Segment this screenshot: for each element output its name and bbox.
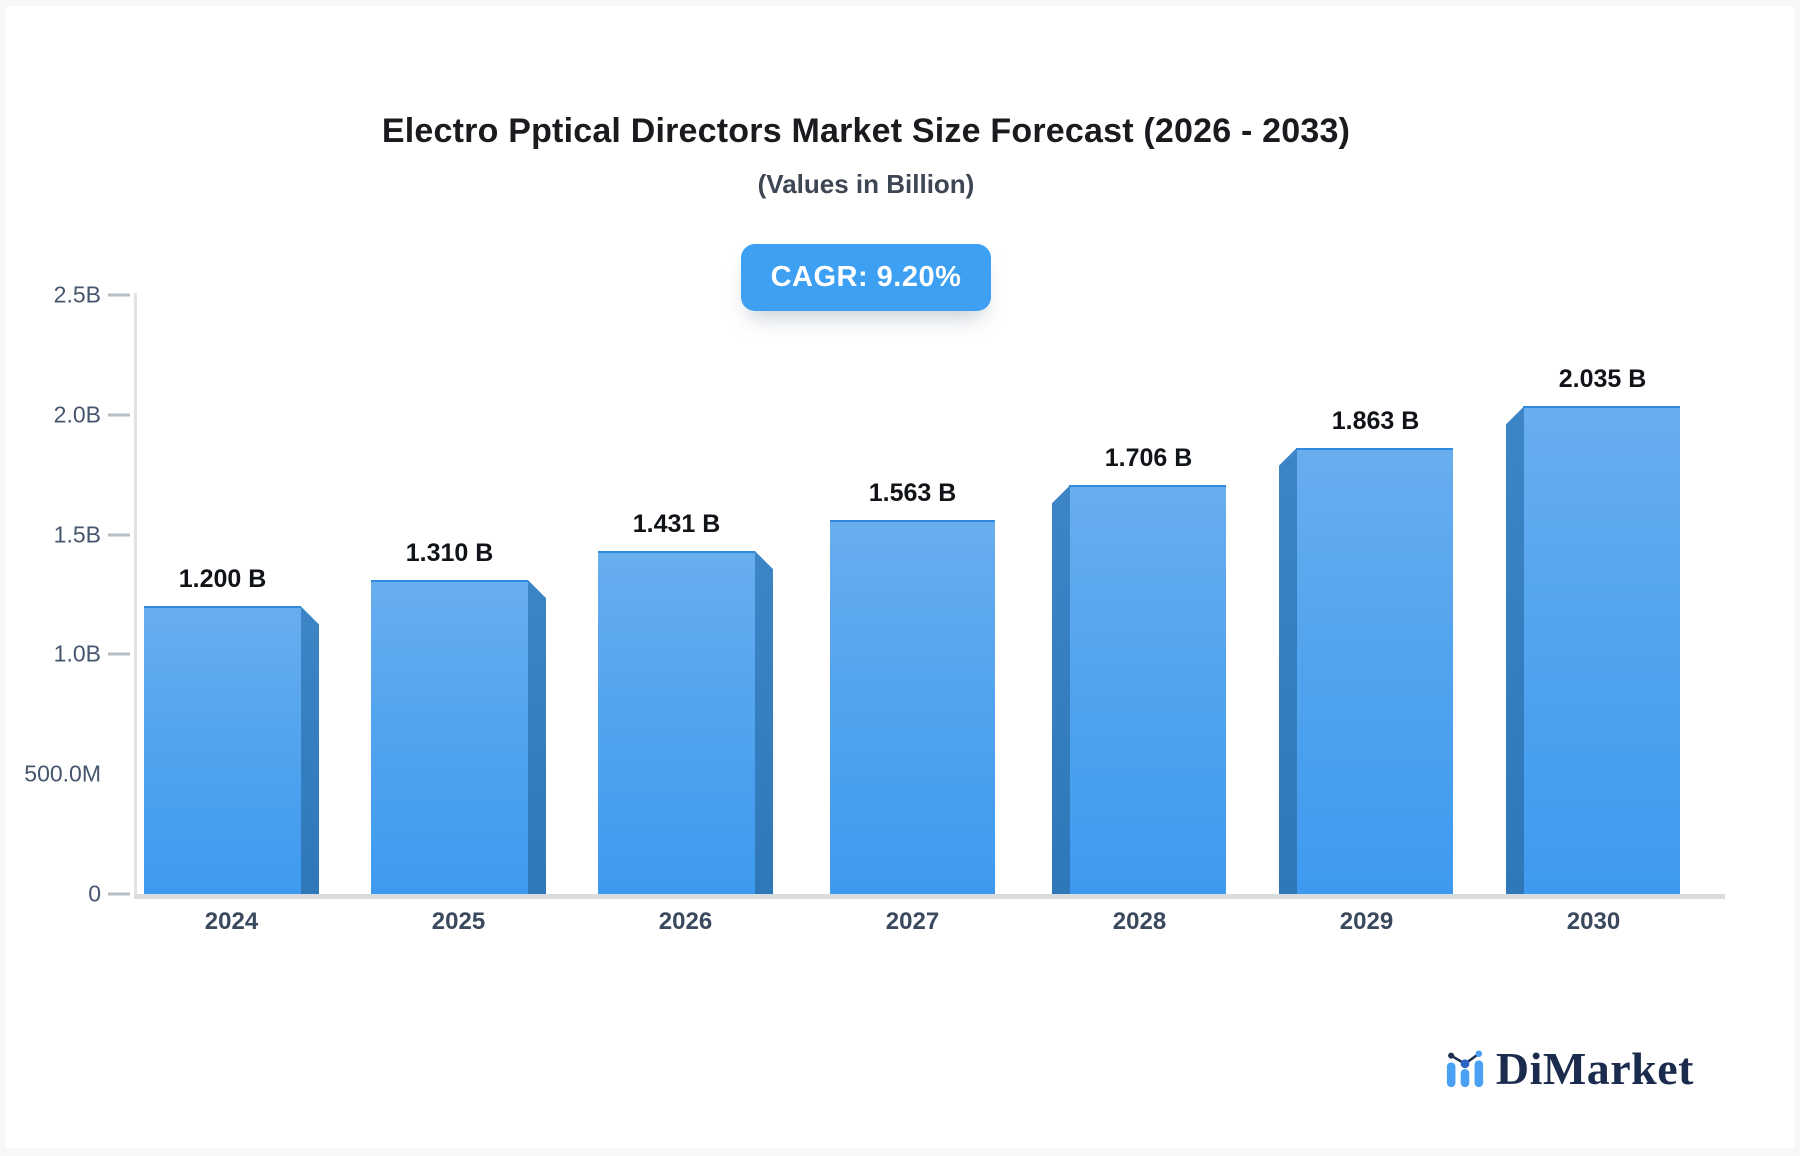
y-tick-mark [108,533,130,537]
bar-side-2029 [1279,447,1297,894]
x-axis-labels: 2024 2025 2026 2027 2028 2029 2030 [118,908,1707,948]
bar-group-2030 [1506,406,1680,894]
y-tick-label: 1.5B [53,521,101,548]
bar-value-label: 1.200 B [178,565,267,594]
y-tick-label: 0 [88,880,101,907]
plot-area: 1.200 B 1.310 B 1.431 B 1.563 B 1.706 B 1.863… [118,295,1707,894]
y-tick-label: 1.0B [53,640,101,667]
bar-2025 [371,580,528,894]
bar-value-label: 1.431 B [632,510,721,539]
bar-group-2024 [144,606,319,894]
y-tick-label: 500.0M [24,760,101,787]
bar-value-label: 2.035 B [1558,365,1647,394]
y-tick-mark [108,892,130,896]
bar-side-2024 [301,606,319,894]
x-axis-label-2027: 2027 [885,908,940,935]
y-tick-label: 2.0B [53,401,101,428]
x-axis-label-2029: 2029 [1339,908,1394,935]
x-axis-label-2030: 2030 [1566,908,1621,935]
bar-2028 [1069,485,1226,894]
bar-value-label: 1.563 B [868,478,957,507]
bar-value-label: 1.706 B [1104,444,1193,473]
bar-side-2026 [755,551,773,894]
chart-title: Electro Pptical Directors Market Size Fo… [381,112,1351,150]
y-tick-mark [108,413,130,417]
chart-header: Electro Pptical Directors Market Size Fo… [6,6,1726,311]
x-axis-label-2024: 2024 [204,908,259,935]
bar-2027 [830,519,995,894]
bar-side-2025 [528,580,546,894]
bar-side-2030 [1506,406,1524,894]
dimarket-bars-logo-icon [1444,1048,1486,1090]
bar-2024 [144,606,301,894]
bar-group-2027 [825,519,999,894]
bar-value-label: 1.310 B [405,539,494,568]
bar-group-2026 [598,551,773,894]
x-axis-baseline [134,894,1725,899]
y-tick-label: 2.5B [53,281,101,308]
chart-card: Electro Pptical Directors Market Size Fo… [6,6,1794,1148]
bar-group-2028 [1052,485,1226,894]
x-axis-label-2026: 2026 [658,908,713,935]
bar-2029 [1296,447,1453,894]
x-axis-label-2028: 2028 [1112,908,1167,935]
y-axis: 0 500.0M 1.0B 1.5B 2.0B 2.5B [6,282,136,907]
bar-2030 [1523,406,1680,894]
y-axis-line [134,293,137,896]
bar-group-2025 [371,580,546,894]
bar-value-label: 1.863 B [1331,406,1420,435]
brand-name: DiMarket [1495,1043,1694,1094]
y-tick-mark [108,652,130,656]
bar-side-2028 [1052,485,1070,894]
brand-logo: DiMarket [1444,1042,1694,1095]
chart-subtitle: (Values in Billion) [757,169,975,199]
y-tick-mark [108,293,130,297]
x-axis-label-2025: 2025 [431,908,486,935]
bar-group-2029 [1279,447,1453,894]
bar-2026 [598,551,755,894]
cagr-badge: CAGR: 9.20% [740,244,992,311]
